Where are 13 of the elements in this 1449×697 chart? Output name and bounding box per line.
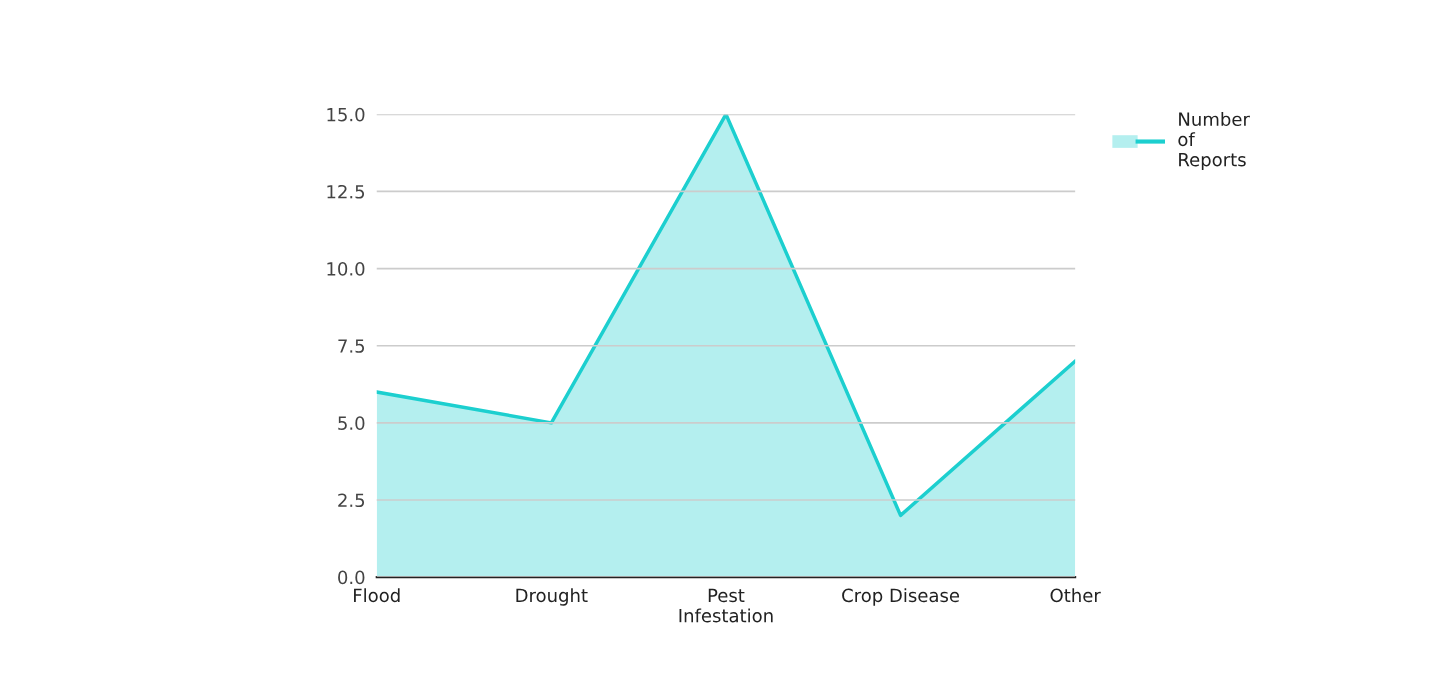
x-tick-label: Flood: [354, 588, 400, 603]
y-tick-label: 7.5: [338, 339, 365, 353]
y-tick-label: 0.0: [338, 570, 365, 585]
y-tick-label: 5.0: [338, 416, 365, 430]
y-tick-label: 10.0: [327, 262, 365, 276]
y-tick-label: 12.5: [327, 184, 365, 199]
x-tick-label: Drought: [516, 588, 588, 606]
x-tick-label: Pest Infestation: [679, 588, 773, 623]
y-tick-label: 15.0: [327, 107, 365, 122]
x-tick-label: Other: [1050, 588, 1101, 603]
x-tick-label: Crop Disease: [842, 588, 960, 606]
legend-label: Number of Reports: [1178, 112, 1250, 170]
y-tick-label: 2.5: [338, 493, 365, 508]
